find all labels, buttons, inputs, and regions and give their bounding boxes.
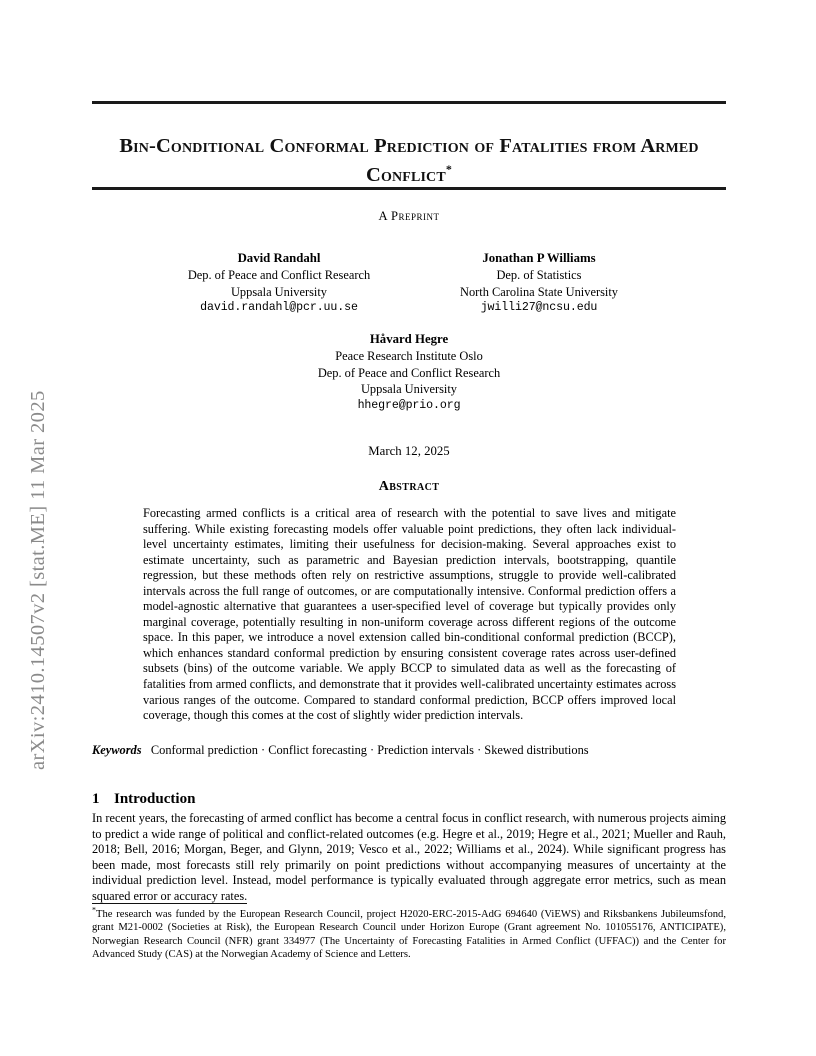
author-affiliation-line: Dep. of Peace and Conflict Research (187, 268, 371, 283)
title-footnote-marker: * (445, 161, 452, 176)
abstract-heading: Abstract (378, 479, 440, 494)
footnote-separator (92, 903, 247, 904)
author-name: Jonathan P Williams (482, 251, 596, 265)
author-name: David Randahl (237, 251, 321, 265)
footnote-text: The research was funded by the European … (92, 909, 726, 961)
footnote: *The research was funded by the European… (92, 905, 726, 962)
keywords-list: Conformal prediction · Conflict forecast… (150, 743, 589, 757)
arxiv-stamp: arXiv:2410.14507v2 [stat.ME] 11 Mar 2025 (0, 0, 76, 1056)
section-number: 1 (92, 791, 100, 808)
keywords-label: Keywords (92, 743, 148, 757)
title-text: Bin-Conditional Conformal Prediction of … (119, 134, 699, 186)
arxiv-stamp-text: arXiv:2410.14507v2 [stat.ME] 11 Mar 2025 (26, 390, 49, 770)
paper-date: March 12, 2025 (368, 444, 450, 458)
author-name: Håvard Hegre (369, 332, 449, 346)
author-email[interactable]: jwilli27@ncsu.edu (480, 301, 598, 315)
keywords: Keywords Conformal prediction · Conflict… (92, 742, 726, 758)
page-title: Bin-Conditional Conformal Prediction of … (92, 132, 726, 190)
abstract-body: Forecasting armed conflicts is a critica… (143, 506, 676, 723)
author-affiliation-line: Dep. of Peace and Conflict Research (317, 365, 501, 380)
author-email[interactable]: hhegre@prio.org (357, 398, 461, 412)
author-email[interactable]: david.randahl@pcr.uu.se (200, 301, 358, 315)
title-rule-top (92, 101, 726, 104)
author-affiliation-line: Peace Research Institute Oslo (335, 349, 483, 364)
section-heading-introduction: 1 Introduction (92, 791, 726, 808)
author-affiliation-line: North Carolina State University (460, 284, 618, 299)
section-title: Introduction (114, 791, 196, 808)
author-affiliation-line: Uppsala University (360, 382, 457, 397)
author-block-1: David Randahl Dep. of Peace and Conflict… (149, 250, 409, 317)
author-block-2: Jonathan P Williams Dep. of Statistics N… (409, 250, 669, 317)
footnote-marker: * (92, 905, 96, 915)
title-rule-bottom (92, 187, 726, 190)
section-body-introduction: In recent years, the forecasting of arme… (92, 811, 726, 903)
preprint-label: A Preprint (378, 209, 440, 223)
author-affiliation-line: Dep. of Statistics (496, 268, 582, 283)
author-affiliation-line: Uppsala University (230, 284, 327, 299)
paper-content: Bin-Conditional Conformal Prediction of … (92, 0, 726, 1056)
authors-row: David Randahl Dep. of Peace and Conflict… (92, 250, 726, 317)
author-block-3: Håvard Hegre Peace Research Institute Os… (92, 331, 726, 414)
